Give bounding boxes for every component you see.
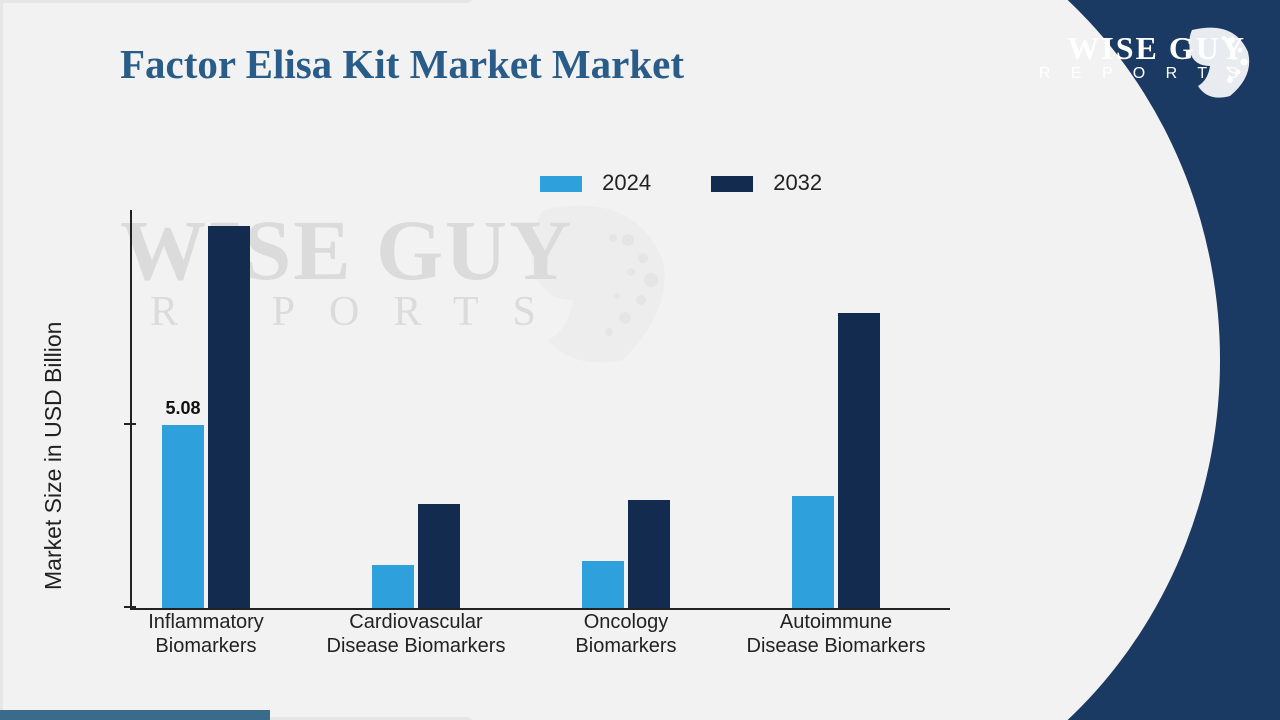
bar-chart: 5.08 Inflammatory BiomarkersCardiovascul… bbox=[100, 210, 980, 610]
legend-item-2032: 2032 bbox=[711, 170, 822, 196]
bar-2032-3 bbox=[838, 313, 880, 608]
brand-logo: WISE GUY R E P O R T S bbox=[996, 30, 1246, 83]
data-label: 5.08 bbox=[165, 398, 200, 419]
y-tick bbox=[124, 423, 136, 425]
bar-2024-2 bbox=[582, 561, 624, 608]
bar-2032-0 bbox=[208, 226, 250, 608]
y-axis-label: Market Size in USD Billion bbox=[40, 322, 67, 590]
bar-2024-0 bbox=[162, 425, 204, 608]
legend-swatch-2032 bbox=[711, 176, 753, 192]
category-label: Oncology Biomarkers bbox=[531, 610, 721, 658]
chart-title: Factor Elisa Kit Market Market bbox=[120, 40, 684, 88]
category-label: Cardiovascular Disease Biomarkers bbox=[321, 610, 511, 658]
brand-face-icon bbox=[1182, 24, 1252, 102]
legend-swatch-2024 bbox=[540, 176, 582, 192]
legend-label-2024: 2024 bbox=[602, 170, 651, 195]
legend-item-2024: 2024 bbox=[540, 170, 651, 196]
bar-2032-2 bbox=[628, 500, 670, 608]
legend-label-2032: 2032 bbox=[773, 170, 822, 195]
legend: 2024 2032 bbox=[540, 170, 822, 196]
category-label: Autoimmune Disease Biomarkers bbox=[741, 610, 931, 658]
bar-2024-3 bbox=[792, 496, 834, 608]
bar-2032-1 bbox=[418, 504, 460, 608]
plot-area: 5.08 bbox=[132, 212, 952, 608]
bottom-accent-bar bbox=[0, 710, 270, 720]
bar-2024-1 bbox=[372, 565, 414, 608]
y-tick bbox=[124, 606, 136, 608]
category-label: Inflammatory Biomarkers bbox=[111, 610, 301, 658]
